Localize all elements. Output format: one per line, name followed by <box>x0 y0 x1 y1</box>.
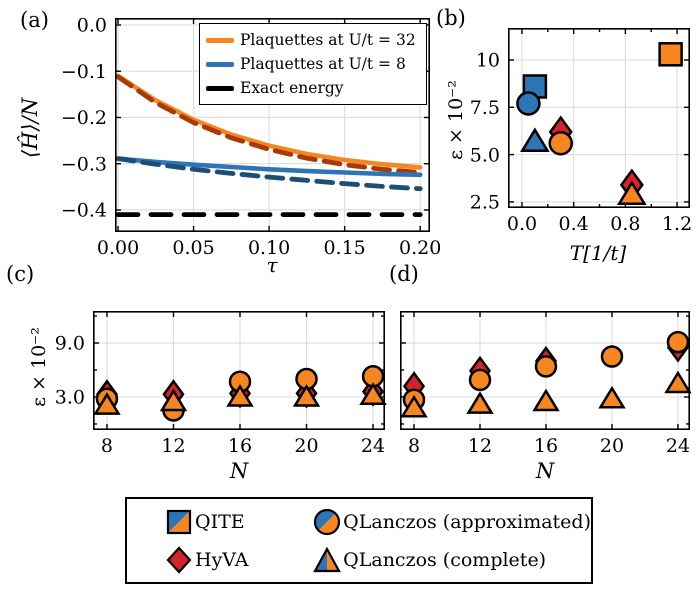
panel-c-plot: 8 12 16 20 24 3.0 9.0 <box>55 311 387 457</box>
qlanczos-complete-triangle-marker-icon <box>313 546 343 574</box>
panel-d-xlabel: N <box>535 459 555 483</box>
y-tick-label: 10 <box>476 50 500 72</box>
legend-label: Plaquettes at U/t = 32 <box>240 31 416 49</box>
legend-entry-qite: QITE <box>165 507 309 537</box>
panel-b-ylabel: ε × 10⁻² <box>445 80 467 160</box>
x-tick-label: 0.10 <box>248 237 290 259</box>
x-tick-label: 0.15 <box>323 237 365 259</box>
panel-a-ylabel: ⟨Ĥ⟩/N <box>18 97 42 159</box>
legend-row-exact-energy: Exact energy <box>206 76 420 100</box>
legend-label: QLanczos (approximated) <box>343 510 591 533</box>
legend-label: Plaquettes at U/t = 8 <box>240 55 406 73</box>
panel-a-legend: Plaquettes at U/t = 32 Plaquettes at U/t… <box>199 23 427 105</box>
triangle-marker <box>292 384 321 407</box>
y-tick-label: 0.0 <box>77 15 107 37</box>
x-tick-label: 24 <box>666 435 690 457</box>
x-tick-label: 0.4 <box>559 213 589 235</box>
triangle-marker <box>93 392 121 415</box>
triangle-marker <box>159 388 188 412</box>
x-tick-label: 12 <box>468 435 492 457</box>
legend-entry-qlanczos-approximated: QLanczos (approximated) <box>313 507 591 537</box>
triangle-glyph <box>313 546 342 572</box>
x-tick-label: 8 <box>101 435 113 457</box>
figure-legend: QITE HyVA QLanczos (approximated) QLancz… <box>125 497 593 584</box>
triangle-marker <box>466 391 494 414</box>
panel-d-plot: 8 12 16 20 24 <box>400 311 692 457</box>
y-tick-label: 2.5 <box>470 192 500 214</box>
y-tick-label: −0.2 <box>61 107 107 129</box>
plot-border <box>115 18 430 232</box>
series-line <box>115 156 423 192</box>
y-tick-label: −0.4 <box>61 200 107 222</box>
square-glyph <box>166 509 192 534</box>
x-tick-label: 16 <box>534 435 558 457</box>
y-tick-label: 9.0 <box>55 333 85 355</box>
panel-a-label: (a) <box>20 8 49 32</box>
legend-row-plaquettes-8: Plaquettes at U/t = 8 <box>206 52 420 76</box>
square-marker <box>658 42 683 67</box>
legend-label: HyVA <box>195 548 249 571</box>
black-line-swatch-icon <box>206 85 234 91</box>
qlanczos-approximated-circle-marker-icon <box>313 508 343 536</box>
x-tick-label: 0.05 <box>172 237 214 259</box>
circle-marker <box>534 355 558 378</box>
diamond-glyph <box>166 545 192 574</box>
legend-label: Exact energy <box>240 79 344 97</box>
y-tick-label: −0.1 <box>61 61 107 83</box>
x-tick-label: 12 <box>161 435 185 457</box>
y-tick-label: 3.0 <box>55 387 85 409</box>
triangle-marker <box>532 388 560 412</box>
y-tick-label: 5.0 <box>470 144 500 166</box>
circle-marker <box>516 91 541 116</box>
panel-c-label: (c) <box>6 262 35 286</box>
x-tick-label: 0.00 <box>97 237 139 259</box>
triangle-marker <box>520 127 550 152</box>
blue-line-swatch-icon <box>206 61 234 67</box>
x-tick-label: 16 <box>228 435 252 457</box>
series-line <box>115 74 423 175</box>
y-tick-label: −0.3 <box>61 153 107 175</box>
legend-label: QLanczos (complete) <box>343 548 547 571</box>
triangle-marker <box>359 382 387 405</box>
x-tick-label: 1.2 <box>662 213 692 235</box>
triangle-marker <box>616 180 647 205</box>
hyva-diamond-marker-icon <box>165 545 195 574</box>
legend-row-plaquettes-32: Plaquettes at U/t = 32 <box>206 28 420 52</box>
y-tick-label: 7.5 <box>470 97 500 119</box>
qite-square-marker-icon <box>165 508 195 536</box>
legend-entry-qlanczos-complete: QLanczos (complete) <box>313 545 591 575</box>
panel-b-xlabel: T[1/t] <box>569 241 627 265</box>
x-tick-label: 0.8 <box>610 213 640 235</box>
panel-a-xlabel: τ <box>266 253 278 277</box>
orange-line-swatch-icon <box>206 37 234 43</box>
triangle-marker <box>664 370 692 394</box>
x-tick-label: 0.20 <box>399 237 441 259</box>
panel-b-label: (b) <box>436 6 466 30</box>
circle-marker <box>468 368 492 392</box>
triangle-marker <box>226 384 254 407</box>
circle-marker <box>666 330 690 354</box>
panel-d-label: (d) <box>389 262 419 286</box>
circle-marker <box>548 131 573 156</box>
legend-entry-hyva: HyVA <box>165 545 309 575</box>
series-line <box>115 156 423 178</box>
legend-label: QITE <box>195 510 245 533</box>
x-tick-label: 0.0 <box>507 213 537 235</box>
triangle-marker <box>400 394 428 418</box>
circle-marker <box>600 345 624 368</box>
legend-column-1: QITE HyVA <box>165 507 309 575</box>
panel-c-xlabel: N <box>229 459 249 483</box>
x-tick-label: 8 <box>408 435 420 457</box>
panel-c-ylabel: ε × 10⁻² <box>28 327 50 407</box>
legend-column-2: QLanczos (approximated) QLanczos (comple… <box>313 507 591 575</box>
panel-b-plot: 0.0 0.4 0.8 1.2 2.5 5.0 7.5 10 <box>470 28 692 235</box>
x-tick-label: 20 <box>294 435 318 457</box>
x-tick-label: 20 <box>600 435 624 457</box>
triangle-marker <box>598 385 626 409</box>
x-tick-label: 24 <box>361 435 385 457</box>
circle-glyph <box>314 508 341 535</box>
